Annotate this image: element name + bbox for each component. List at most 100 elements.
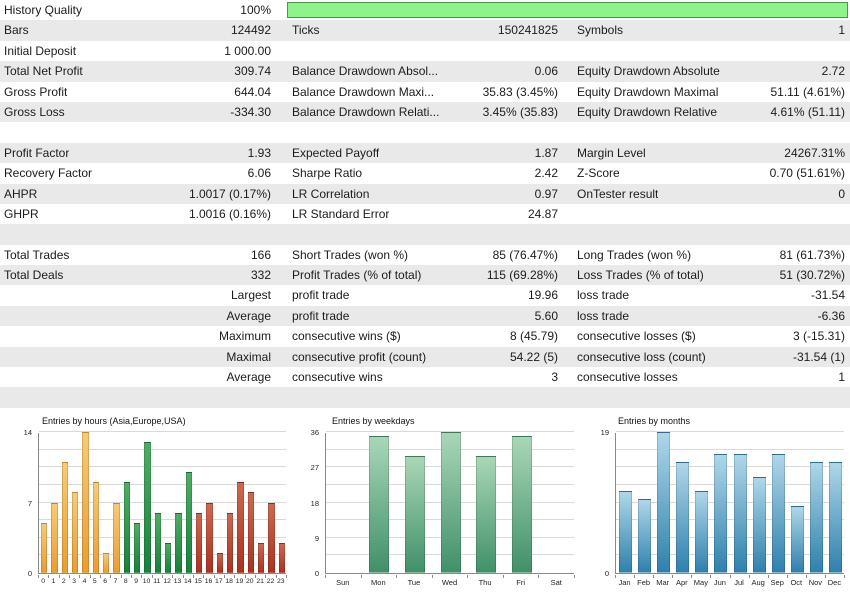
stat-label: Sharpe Ratio [292,166,363,181]
stats-cell [577,387,845,407]
stat-value: 1.0016 (0.16%) [188,206,271,221]
x-axis-tick-mark [748,575,750,578]
stats-cell: Margin Level 24267.31% [577,143,845,163]
x-axis-tick-label: 16 [204,578,213,585]
stats-cell [292,224,558,244]
stats-cell: GHPR 1.0016 (0.16%) [4,204,271,224]
y-axis-tick-label: 0 [604,569,609,578]
bar-21 [257,542,265,573]
x-axis-tick-label: May [693,578,708,587]
stats-row: Total Deals 332 Profit Trades (% of total)… [0,265,850,286]
x-axis-tick-label: Jul [734,578,744,587]
stat-value: 54.22 (5) [509,349,558,364]
x-axis-tick-label: 15 [194,578,202,585]
stats-cell: Symbols 1 [577,20,845,40]
stat-label: loss trade [577,288,630,303]
gridline [326,431,574,432]
stat-value: 81 (61.73%) [779,247,845,262]
x-axis-tick-mark [653,575,655,578]
stats-row: Gross Loss -334.30 Balance Drawdown Relati… [0,101,850,123]
bar-Feb [638,498,652,573]
y-axis-tick-label: 19 [600,428,609,437]
x-axis-tick-mark [672,575,674,578]
stat-label: Expected Payoff [292,145,380,160]
stats-cell: Short Trades (won %) 85 (76.47%) [292,245,558,265]
x-axis-tick-label: Jan [618,578,631,587]
x-axis-tick-mark [786,575,788,578]
gridline [39,501,286,503]
chart-plot [325,431,574,574]
gridline [616,448,844,450]
bar-13 [175,512,182,573]
stats-row: Maximal consecutive profit (count) 54.22 (… [0,346,850,368]
stat-value: 1.87 [534,145,558,160]
stats-cell: profit trade 19.96 [292,285,558,305]
chart-plot [615,431,844,574]
x-axis-tick-label: 6 [103,578,108,585]
stat-value: 3 (-15.31) [792,329,845,344]
stat-label: consecutive losses [577,370,678,385]
gridline [39,483,286,485]
stat-value: 0.70 (51.61%) [769,166,845,181]
stat-label: Long Trades (won %) [577,247,692,262]
stat-value: 4.61% (51.11) [770,104,846,119]
stat-value: 51.11 (4.61%) [770,84,846,99]
stat-label: Z-Score [577,166,620,181]
x-axis-tick-mark [634,575,636,578]
bar-6 [102,552,110,573]
x-axis-tick-label: Apr [675,578,688,587]
stats-row [0,122,850,142]
bar-Sep [771,454,785,573]
x-axis-tick-mark [244,575,246,578]
stat-value: 100% [240,3,271,17]
stats-cell: Total Trades 166 [4,245,271,265]
stat-label: Gross Loss [4,104,65,119]
stats-cell: Bars 124492 [4,20,271,40]
stat-label: Recovery Factor [4,166,93,181]
bar-Jul [733,454,747,573]
bar-Tue [404,455,425,573]
bar-15 [195,512,203,573]
stat-value: 1 [838,370,845,385]
x-axis-tick-mark [203,575,205,578]
stat-value: Maximum [218,329,271,344]
bar-23 [278,542,286,573]
bar-3 [71,492,79,573]
stat-label: Margin Level [577,145,646,160]
stat-label: Bars [4,23,29,38]
bar-Jan [619,491,633,573]
stat-value: -6.36 [817,308,845,323]
x-axis-tick-label: Mar [656,578,670,587]
stat-value: 0.06 [534,64,558,79]
x-axis-tick-mark [162,575,163,578]
stat-label: Balance Drawdown Maxi... [292,84,435,99]
stat-value: -334.30 [230,104,271,119]
stats-table: History Quality 100% Bars 124492 Ticks 150241… [0,0,850,408]
chart-title: Entries by months [618,416,691,426]
x-axis-tick-mark [325,575,326,578]
stat-label: Total Deals [4,268,64,283]
stat-label: consecutive profit (count) [292,349,427,364]
stats-cell [577,41,845,61]
x-axis-tick-label: 13 [173,578,182,585]
x-axis-tick-mark [805,575,807,578]
chart-title: Entries by hours (Asia,Europe,USA) [42,416,186,426]
bar-Nov [809,461,823,573]
stats-row: History Quality 100% [0,0,850,20]
stats-row: Initial Deposit 1 000.00 [0,41,850,61]
x-axis-tick-label: 2 [61,578,66,585]
x-axis-tick-mark [131,575,132,578]
stats-row: Total Net Profit 309.74 Balance Drawdown A… [0,61,850,82]
gridline [39,448,286,450]
x-axis-tick-label: Feb [637,578,651,587]
gridline [616,431,844,432]
stat-value: Largest [230,288,271,303]
bar-Jun [714,454,728,573]
stats-cell [4,122,271,142]
bar-22 [268,502,275,573]
stat-value: 332 [250,268,271,283]
bar-Fri [511,435,532,573]
stats-cell: Expected Payoff 1.87 [292,143,558,163]
stat-value: 115 (69.28%) [486,268,558,283]
stat-label: Profit Trades (% of total) [292,268,422,283]
